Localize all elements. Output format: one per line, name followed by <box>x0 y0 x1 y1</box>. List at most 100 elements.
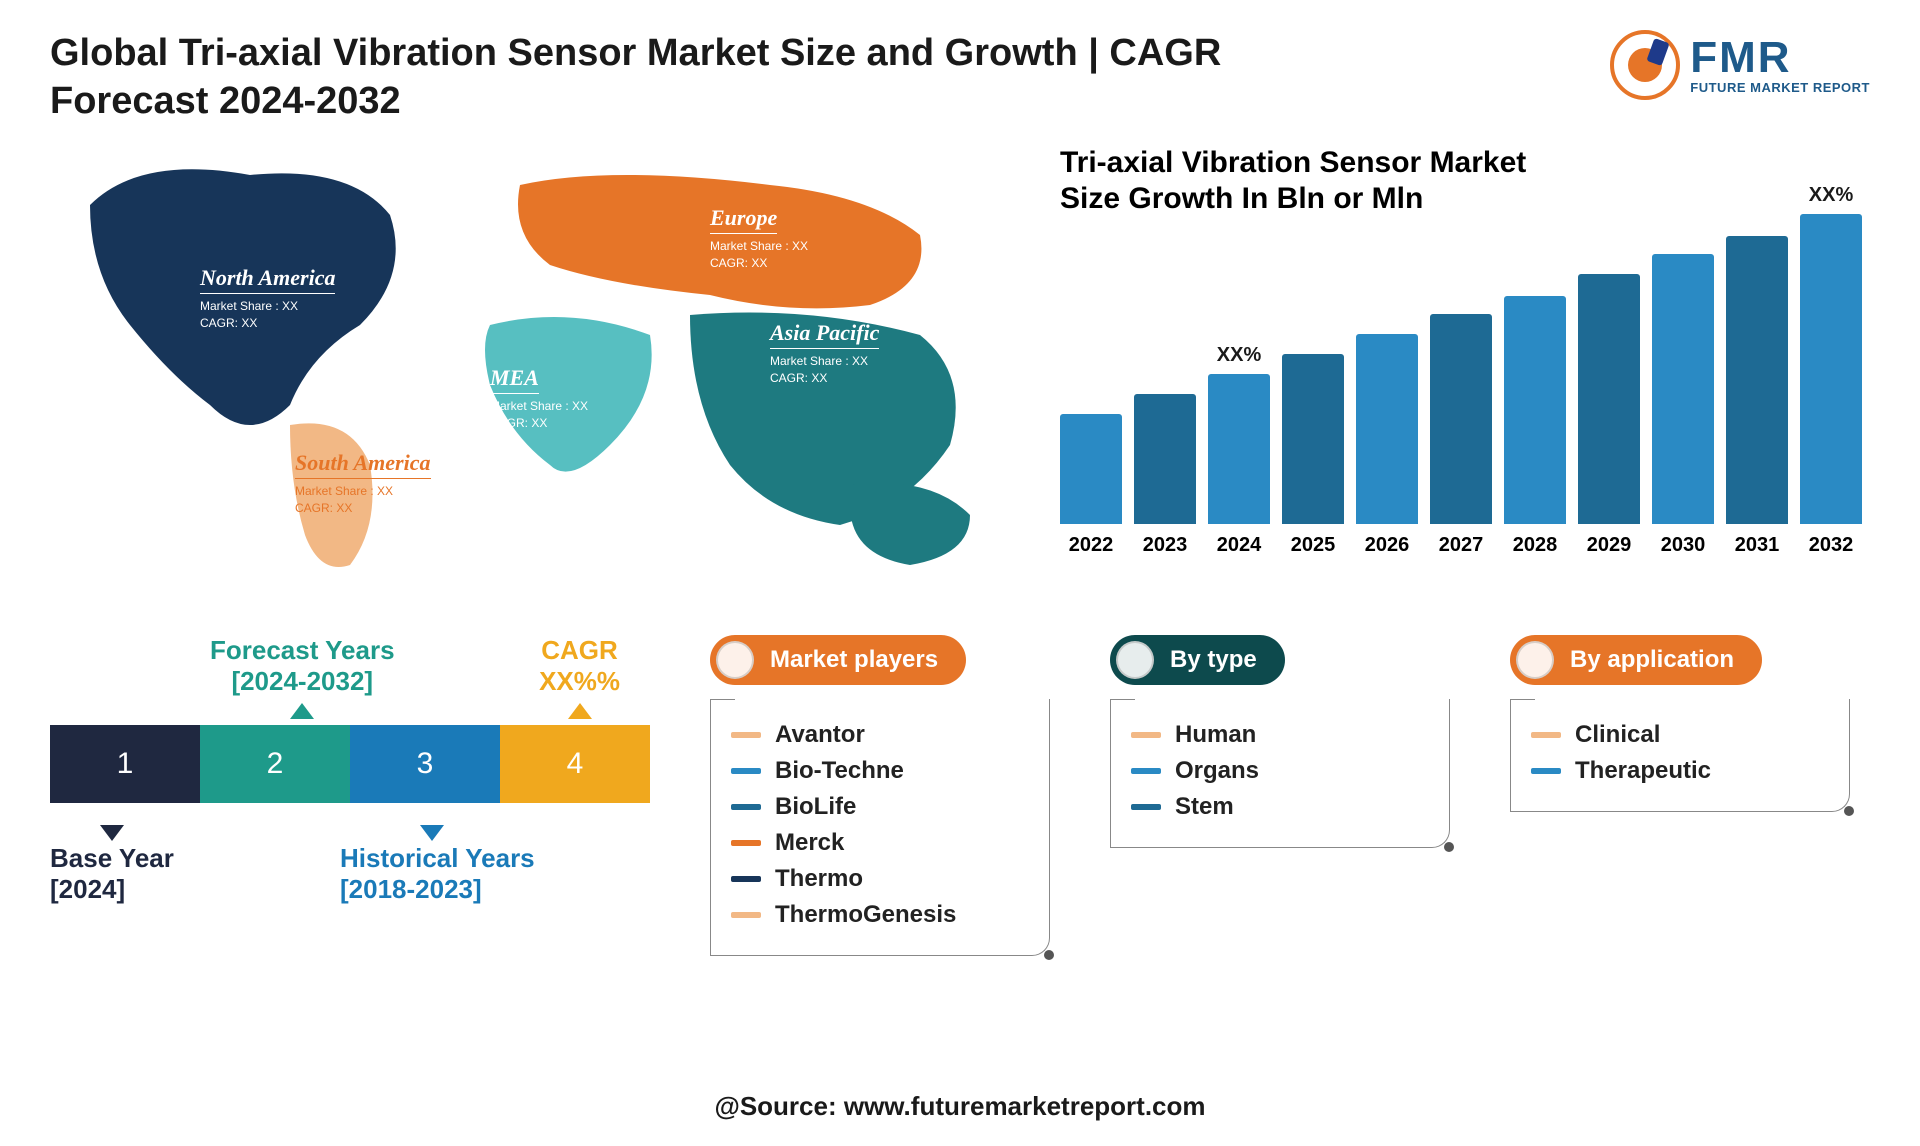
timeline-seg: 3 <box>350 725 500 803</box>
bar-year-label: 2027 <box>1439 534 1484 557</box>
tick-icon <box>1531 732 1561 738</box>
list-item-label: Human <box>1175 721 1256 749</box>
tick-icon <box>731 840 761 846</box>
list-item: Thermo <box>731 861 1029 897</box>
tick-icon <box>731 912 761 918</box>
list-item-label: Organs <box>1175 757 1259 785</box>
tick-icon <box>1131 804 1161 810</box>
arrow-down-icon <box>420 825 444 841</box>
list-item: Stem <box>1131 789 1429 825</box>
bar: XX% <box>1800 214 1862 524</box>
by-application-pill: By application <box>1510 635 1762 685</box>
bar-year-label: 2032 <box>1809 534 1854 557</box>
region-mea-label: MEA Market Share : XX CAGR: XX <box>490 365 588 432</box>
bar <box>1060 414 1122 524</box>
cagr-label: CAGR XX%% <box>539 635 620 719</box>
bar-year-label: 2025 <box>1291 534 1336 557</box>
list-item: ThermoGenesis <box>731 897 1029 933</box>
bar-year-label: 2024 <box>1217 534 1262 557</box>
bar-year-label: 2023 <box>1143 534 1188 557</box>
list-item: Avantor <box>731 717 1029 753</box>
timeline-seg: 4 <box>500 725 650 803</box>
bar: XX% <box>1208 374 1270 524</box>
list-item-label: Bio-Techne <box>775 757 904 785</box>
list-item-label: Avantor <box>775 721 865 749</box>
by-type-pill: By type <box>1110 635 1285 685</box>
bar-year-label: 2026 <box>1365 534 1410 557</box>
logo-sub: FUTURE MARKET REPORT <box>1690 80 1870 95</box>
tick-icon <box>1531 768 1561 774</box>
bar-col: 2026 <box>1356 334 1418 557</box>
bar <box>1578 274 1640 524</box>
region-ap-label: Asia Pacific Market Share : XX CAGR: XX <box>770 320 879 387</box>
list-item-label: ThermoGenesis <box>775 901 956 929</box>
list-item: Therapeutic <box>1531 753 1829 789</box>
source-line: @Source: www.futuremarketreport.com <box>714 1091 1205 1122</box>
market-players-pill: Market players <box>710 635 966 685</box>
bar-col: 2025 <box>1282 354 1344 557</box>
list-item: Clinical <box>1531 717 1829 753</box>
bar <box>1726 236 1788 524</box>
chart-title: Tri-axial Vibration Sensor Market Size G… <box>1060 145 1580 217</box>
market-players-col: Market players Avantor Bio-Techne BioLife M… <box>710 635 1050 956</box>
arrow-down-icon <box>100 825 124 841</box>
list-item-label: Therapeutic <box>1575 757 1711 785</box>
list-item: BioLife <box>731 789 1029 825</box>
bar-col: 2028 <box>1504 296 1566 557</box>
region-na-label: North America Market Share : XX CAGR: XX <box>200 265 335 332</box>
list-item: Organs <box>1131 753 1429 789</box>
bar-year-label: 2028 <box>1513 534 1558 557</box>
list-item: Bio-Techne <box>731 753 1029 789</box>
bar-tag: XX% <box>1809 184 1853 207</box>
page-title: Global Tri-axial Vibration Sensor Market… <box>50 30 1350 125</box>
dot-icon <box>1516 641 1554 679</box>
tick-icon <box>1131 768 1161 774</box>
timeline-seg: 2 <box>200 725 350 803</box>
bar <box>1356 334 1418 524</box>
bar-year-label: 2031 <box>1735 534 1780 557</box>
bar-col: 2027 <box>1430 314 1492 557</box>
list-item: Merck <box>731 825 1029 861</box>
tick-icon <box>731 876 761 882</box>
bar <box>1430 314 1492 524</box>
arrow-up-icon <box>568 703 592 719</box>
timeline-seg: 1 <box>50 725 200 803</box>
list-item: Human <box>1131 717 1429 753</box>
by-application-col: By application Clinical Therapeutic <box>1510 635 1850 812</box>
tick-icon <box>731 768 761 774</box>
bar-col: XX% 2032 <box>1800 214 1862 557</box>
bar <box>1652 254 1714 524</box>
by-type-col: By type Human Organs Stem <box>1110 635 1450 848</box>
bar-col: 2022 <box>1060 414 1122 557</box>
bar-col: 2023 <box>1134 394 1196 557</box>
list-item-label: Clinical <box>1575 721 1660 749</box>
bar <box>1282 354 1344 524</box>
bar-year-label: 2029 <box>1587 534 1632 557</box>
bar <box>1134 394 1196 524</box>
tick-icon <box>731 804 761 810</box>
fmr-logo: FMR FUTURE MARKET REPORT <box>1610 30 1870 100</box>
bar-col: XX% 2024 <box>1208 374 1270 557</box>
historical-label: Historical Years [2018-2023] <box>340 843 535 905</box>
list-item-label: Thermo <box>775 865 863 893</box>
region-eu-label: Europe Market Share : XX CAGR: XX <box>710 205 808 272</box>
region-sa-label: South America Market Share : XX CAGR: XX <box>295 450 431 517</box>
dot-icon <box>1116 641 1154 679</box>
bar-col: 2031 <box>1726 236 1788 557</box>
list-item-label: BioLife <box>775 793 856 821</box>
list-item-label: Stem <box>1175 793 1234 821</box>
tick-icon <box>1131 732 1161 738</box>
timeline: Forecast Years [2024-2032] CAGR XX%% 1 2… <box>50 635 650 913</box>
bar-col: 2030 <box>1652 254 1714 557</box>
bar-col: 2029 <box>1578 274 1640 557</box>
arrow-up-icon <box>290 703 314 719</box>
region-ap-aus <box>850 483 970 565</box>
tick-icon <box>731 732 761 738</box>
bar-year-label: 2022 <box>1069 534 1114 557</box>
bar <box>1504 296 1566 524</box>
forecast-label: Forecast Years [2024-2032] <box>210 635 395 719</box>
bar-year-label: 2030 <box>1661 534 1706 557</box>
fmr-logo-icon <box>1610 30 1680 100</box>
list-item-label: Merck <box>775 829 844 857</box>
bar-tag: XX% <box>1217 344 1261 367</box>
